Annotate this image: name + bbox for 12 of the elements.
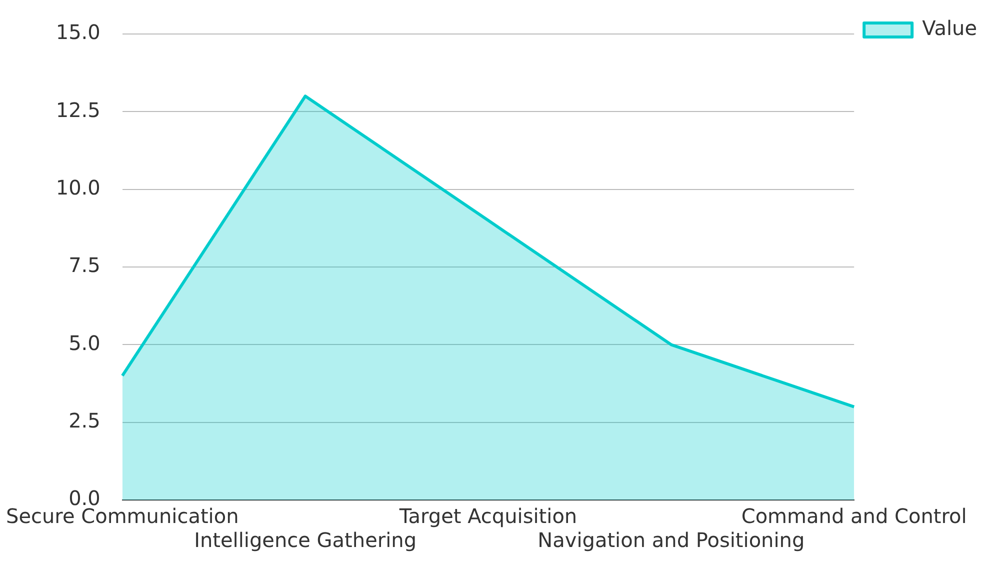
y-tick-label: 10.0: [56, 176, 100, 200]
y-tick-label: 12.5: [56, 98, 100, 122]
x-tick-label: Target Acquisition: [398, 504, 578, 528]
x-tick-label: Intelligence Gathering: [194, 528, 417, 552]
y-tick-label: 15.0: [56, 20, 100, 44]
x-tick-label: Navigation and Positioning: [538, 528, 805, 552]
x-tick-label: Command and Control: [741, 504, 967, 528]
y-tick-label: 2.5: [68, 408, 100, 433]
y-tick-label: 5.0: [68, 330, 100, 355]
x-tick-label: Secure Communication: [6, 504, 239, 528]
y-tick-label: 7.5: [68, 253, 100, 278]
legend-label: Value: [922, 16, 977, 40]
